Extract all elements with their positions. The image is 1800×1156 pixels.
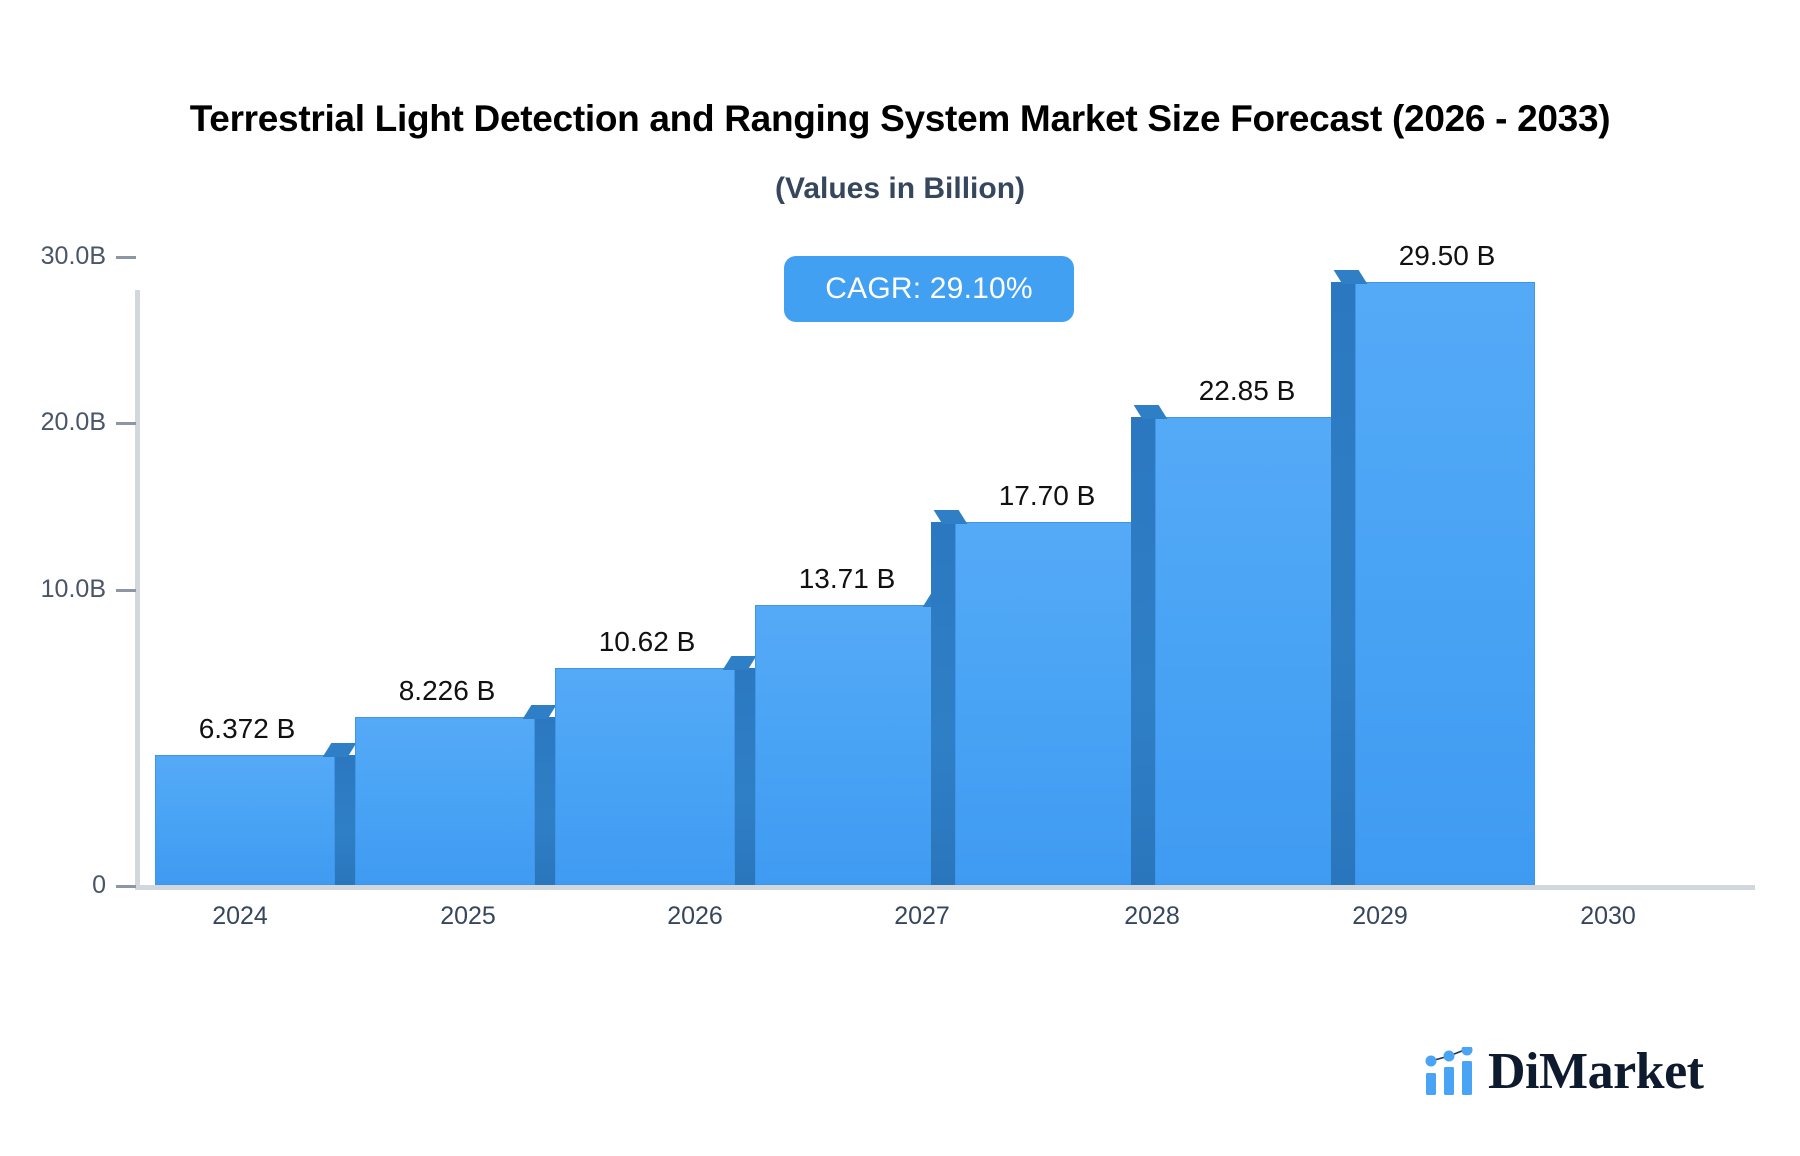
y-tick-label: 20.0B xyxy=(40,408,106,436)
bar-side-3d xyxy=(1331,282,1355,885)
x-tick-2024: 2024 xyxy=(212,902,268,930)
bar-face xyxy=(555,668,735,885)
y-tick-dash xyxy=(116,588,136,592)
bar-value-label: 6.372 B xyxy=(198,713,296,744)
bar-value-label: 29.50 B xyxy=(1398,240,1496,271)
brand-name: DiMarket xyxy=(1488,1043,1704,1100)
x-tick-2029: 2029 xyxy=(1352,902,1408,930)
bar-value-label: 8.226 B xyxy=(398,675,496,706)
bar-face xyxy=(1355,282,1535,885)
y-tick-dash xyxy=(116,884,136,888)
chart-subtitle: (Values in Billion) xyxy=(774,172,1026,205)
bar-value-label: 10.62 B xyxy=(598,626,696,657)
bar-value-label: 22.85 B xyxy=(1198,375,1296,406)
y-tick-label: 30.0B xyxy=(40,242,106,270)
y-tick-10: 10.0B xyxy=(10,572,136,606)
y-tick-dash xyxy=(116,421,136,425)
bar-value-label: 17.70 B xyxy=(998,480,1096,511)
dimarket-logo: DiMarket xyxy=(1424,1043,1704,1100)
bar-face xyxy=(355,717,535,885)
x-tick-2026: 2026 xyxy=(667,902,723,930)
y-tick-label: 10.0B xyxy=(40,575,106,603)
y-tick-30: 30.0B xyxy=(10,239,136,273)
bar-side-3d xyxy=(931,522,955,885)
bar-face xyxy=(955,522,1135,885)
y-axis-line xyxy=(135,290,140,885)
x-tick-2027: 2027 xyxy=(894,902,950,930)
y-tick-dash xyxy=(116,255,136,259)
y-tick-0: 0 xyxy=(10,868,136,902)
cagr-badge: CAGR: 29.10% xyxy=(784,256,1074,322)
x-tick-2028: 2028 xyxy=(1124,902,1180,930)
page-title: Terrestrial Light Detection and Ranging … xyxy=(189,98,1611,139)
y-tick-20: 20.0B xyxy=(10,405,136,439)
x-tick-2030: 2030 xyxy=(1580,902,1636,930)
y-tick-label: 0 xyxy=(92,871,106,899)
bar-face xyxy=(1155,417,1335,885)
bar-side-3d xyxy=(1131,417,1155,885)
bar-value-label: 13.71 B xyxy=(798,563,896,594)
bar-face xyxy=(755,605,935,885)
bar-face xyxy=(155,755,335,885)
bar-chart-logo-icon xyxy=(1424,1044,1476,1097)
x-tick-2025: 2025 xyxy=(440,902,496,930)
x-axis-line xyxy=(135,885,1755,890)
